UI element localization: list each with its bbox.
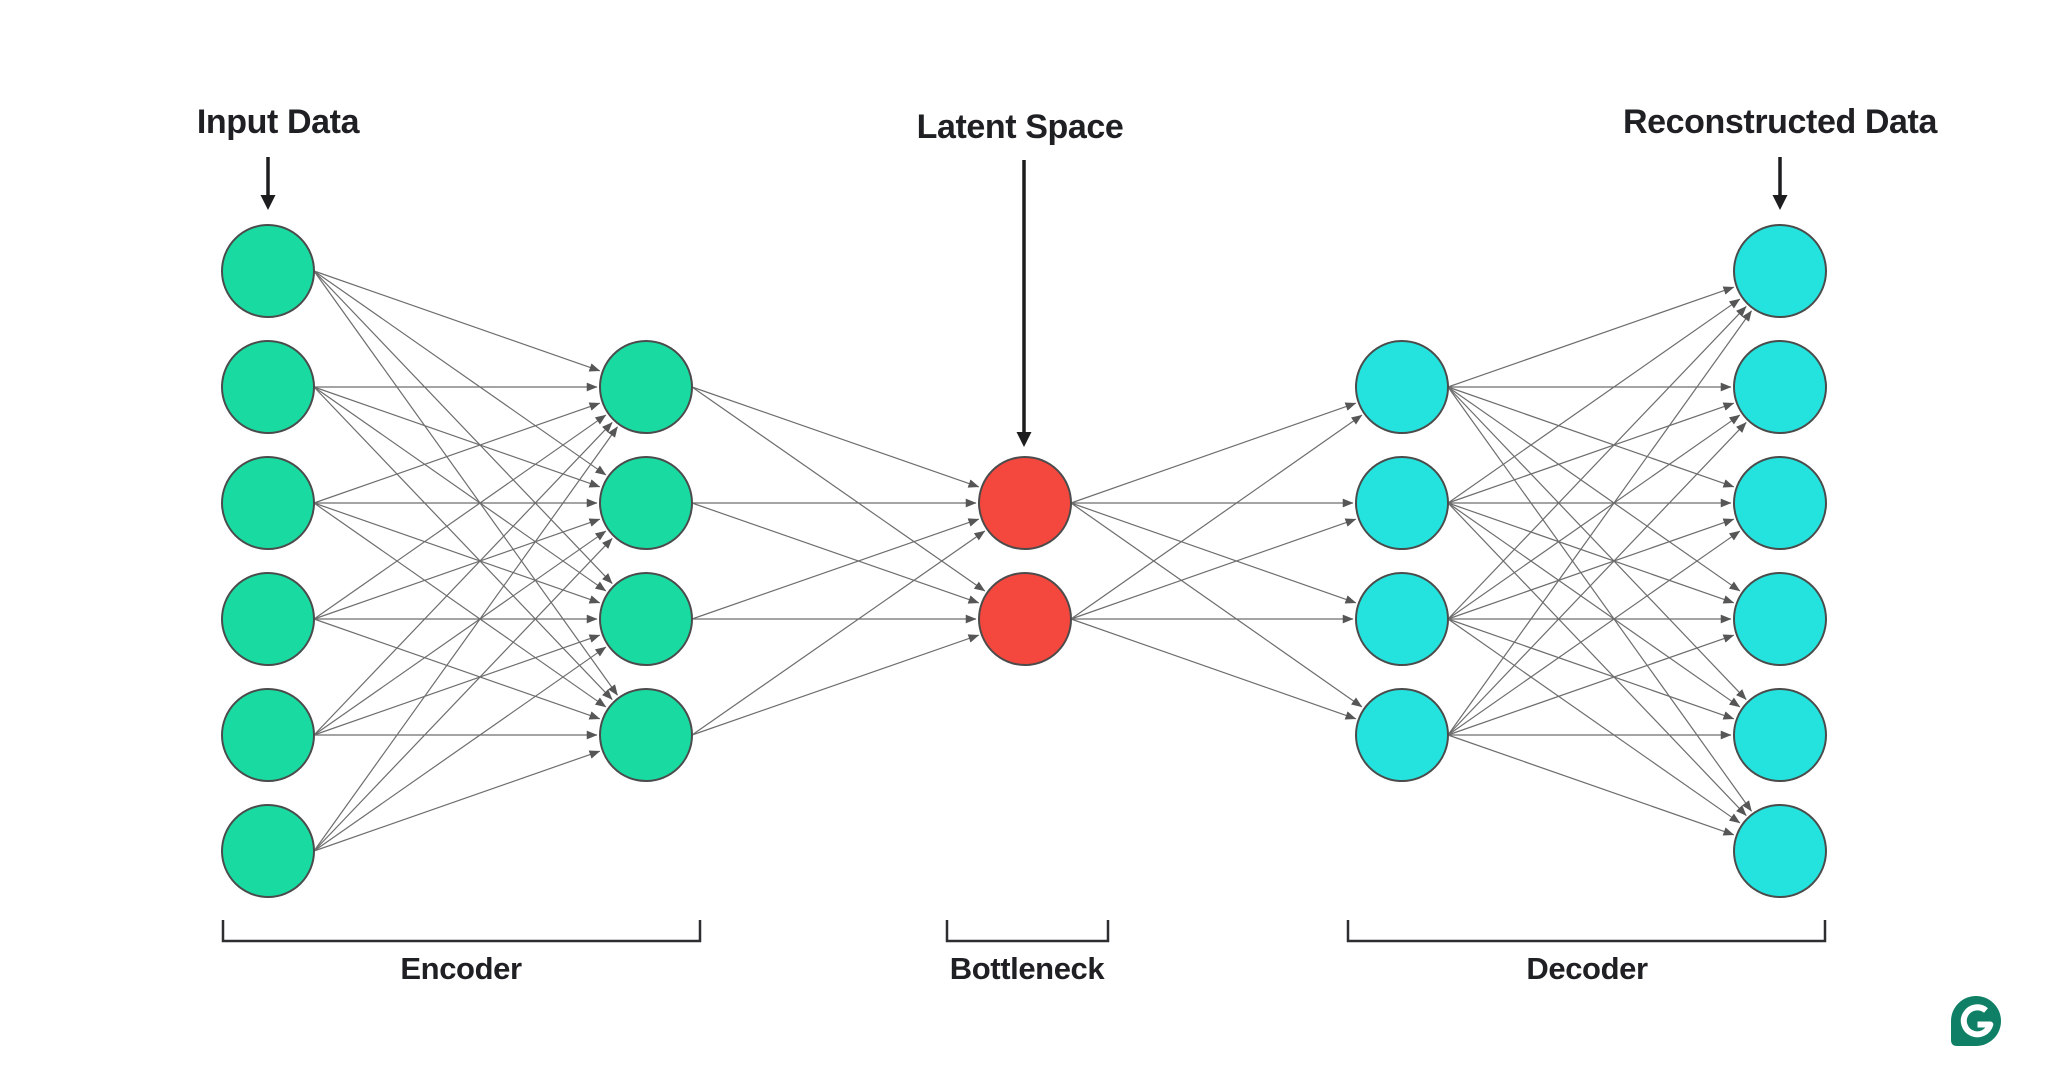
decoder-hidden-layer-node (1355, 688, 1449, 782)
reconstructed-data-arrow (1772, 157, 1788, 210)
input-data-arrow (260, 157, 276, 210)
output-layer-node (1733, 688, 1827, 782)
reconstructed-data-label: Reconstructed Data (1623, 103, 1937, 141)
decoder-bracket (1346, 920, 1827, 943)
decoder-hidden-layer-node (1355, 340, 1449, 434)
encoder-hidden-layer-node (599, 688, 693, 782)
edge-lines (313, 270, 1752, 852)
latent-space-label: Latent Space (916, 108, 1124, 146)
input-layer-node (221, 456, 315, 550)
encoder-hidden-layer-node (599, 572, 693, 666)
bottleneck-bracket (945, 920, 1110, 943)
encoder-hidden-layer-node (599, 456, 693, 550)
input-data-label: Input Data (196, 103, 360, 141)
output-layer-node (1733, 340, 1827, 434)
input-layer-node (221, 572, 315, 666)
input-layer-node (221, 224, 315, 318)
encoder-hidden-layer-node (599, 340, 693, 434)
input-layer-node (221, 340, 315, 434)
bottleneck-layer-node (978, 456, 1072, 550)
encoder-bracket (221, 920, 702, 943)
grammarly-logo (1950, 995, 2002, 1047)
output-layer-node (1733, 572, 1827, 666)
encoder-label: Encoder (400, 951, 522, 986)
decoder-hidden-layer-node (1355, 456, 1449, 550)
output-layer-node (1733, 224, 1827, 318)
grammarly-g-icon (1951, 996, 2001, 1046)
output-layer-node (1733, 456, 1827, 550)
decoder-hidden-layer-node (1355, 572, 1449, 666)
neuron-nodes (221, 224, 1827, 898)
latent-space-arrow (1016, 160, 1032, 447)
decoder-label: Decoder (1526, 951, 1648, 986)
input-layer-node (221, 688, 315, 782)
input-layer-node (221, 804, 315, 898)
bottleneck-layer-node (978, 572, 1072, 666)
bottleneck-label: Bottleneck (949, 951, 1105, 986)
output-layer-node (1733, 804, 1827, 898)
